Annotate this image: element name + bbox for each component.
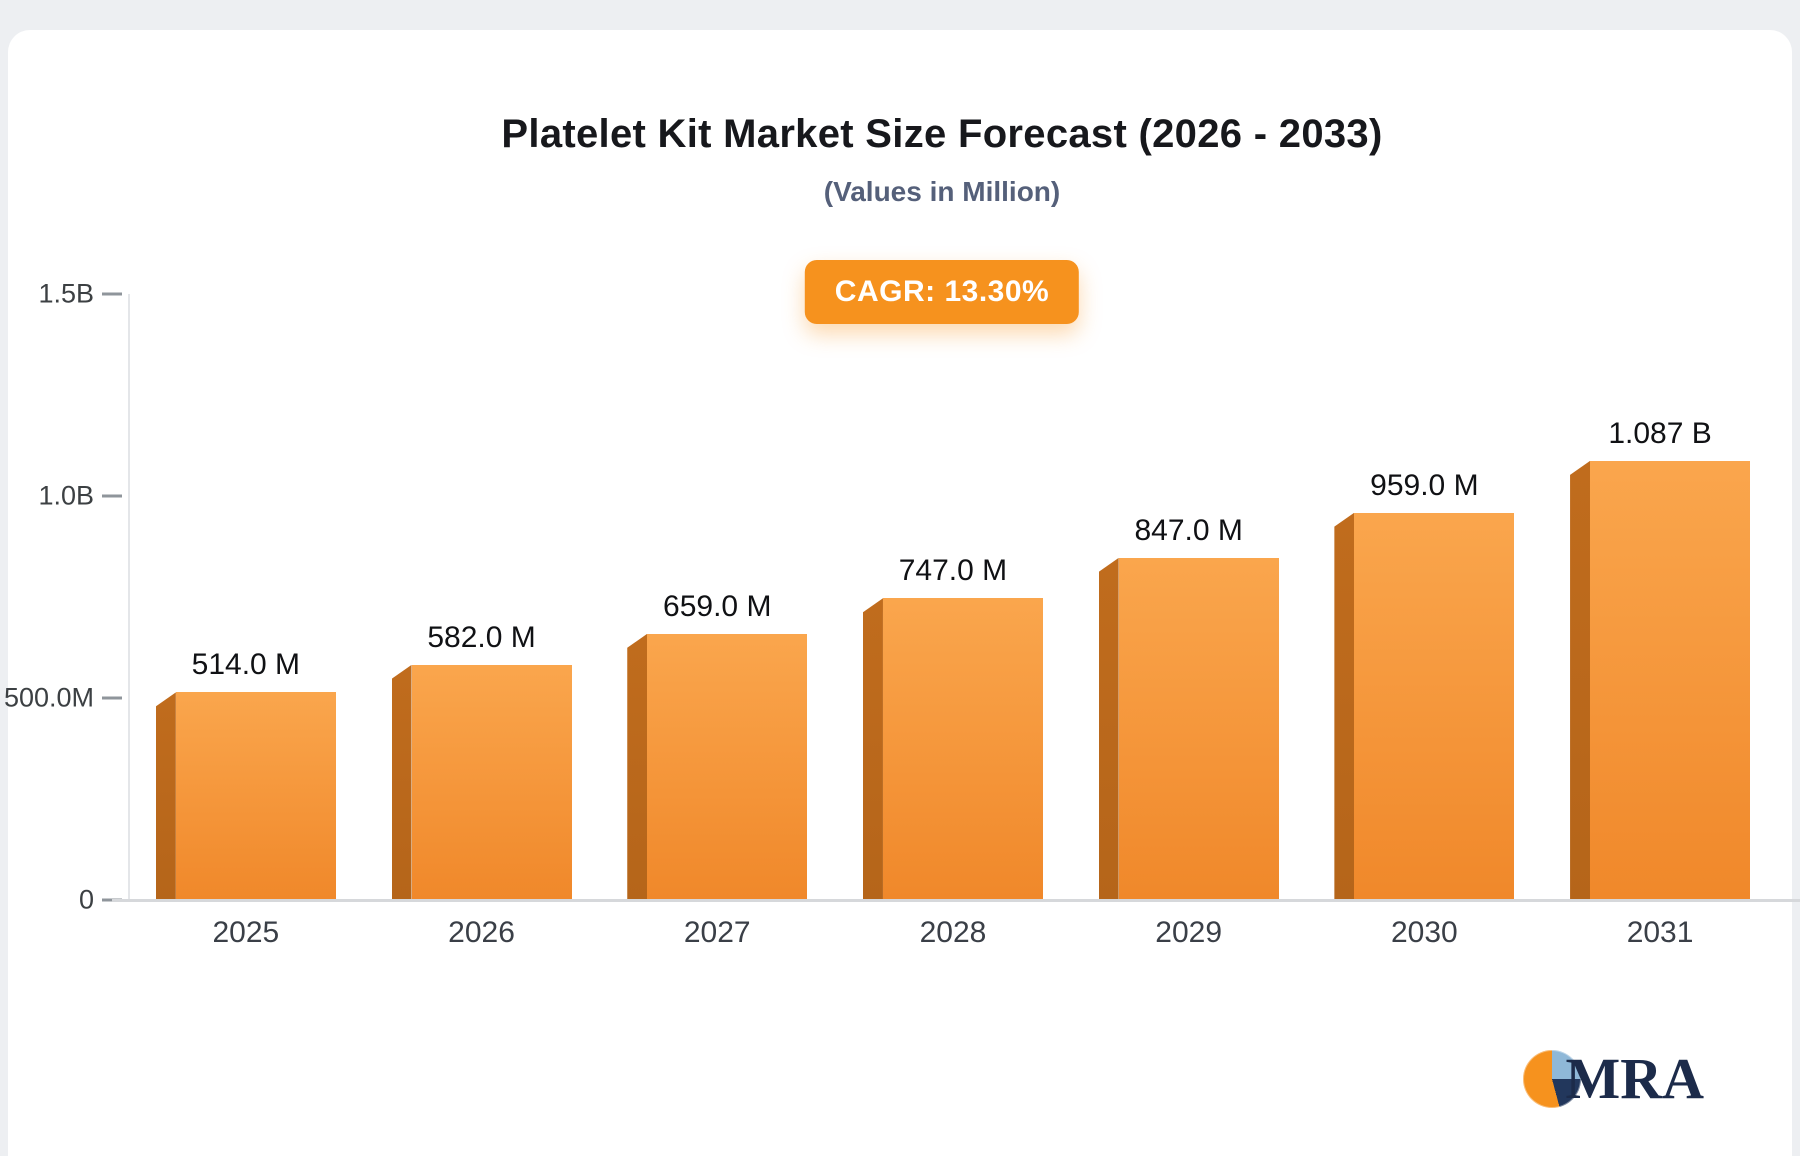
bar-side-3d [391, 664, 412, 900]
bar-face [1118, 557, 1279, 900]
bar [391, 664, 572, 900]
bar [1098, 557, 1279, 900]
y-axis-tick-mark [102, 494, 122, 498]
bar-face [882, 598, 1043, 900]
pie-logo-icon [1523, 1050, 1582, 1108]
bars-container: 514.0 M 582.0 M 659.0 M 747.0 M 847.0 M 959.0… [128, 294, 1778, 900]
bar-side-3d [155, 692, 176, 900]
brand-logo: MRA [1523, 1050, 1704, 1108]
bar-side-3d [862, 598, 883, 900]
bar-group: 747.0 M [862, 294, 1043, 900]
x-axis-category-label: 2029 [1155, 916, 1223, 949]
bar-group: 1.087 B [1570, 294, 1751, 900]
x-axis-labels: 2025 2026 2027 2028 2029 2030 2031 [128, 916, 1778, 950]
bar-face [647, 633, 808, 900]
cagr-badge: CAGR: 13.30% [804, 260, 1080, 324]
bar-face [1590, 460, 1751, 900]
y-axis-tick-label: 0 [78, 884, 94, 915]
bar-side-3d [1334, 512, 1355, 900]
bar-group: 582.0 M [391, 294, 572, 900]
bar-group: 847.0 M [1098, 294, 1279, 900]
bar-value-label: 659.0 M [663, 589, 772, 623]
bar-side-3d [1098, 557, 1119, 900]
chart-subtitle: (Values in Million) [823, 176, 1061, 207]
bar-group: 514.0 M [155, 294, 336, 900]
y-axis-tick-label: 500.0M [3, 682, 94, 713]
x-axis-category-label: 2030 [1390, 916, 1458, 949]
x-axis-line [112, 899, 1800, 902]
y-axis-tick-mark [102, 292, 122, 296]
bar-value-label: 847.0 M [1134, 513, 1243, 547]
bar-face [1354, 512, 1515, 900]
bar-value-label: 514.0 M [191, 648, 301, 682]
bar [627, 633, 808, 900]
logo-text: MRA [1565, 1046, 1704, 1111]
y-axis-tick-label: 1.5B [38, 278, 94, 309]
x-axis-category-label: 2025 [212, 916, 280, 949]
x-axis-category-label: 2026 [448, 916, 515, 949]
bar-group: 659.0 M [627, 294, 808, 900]
bar-face [411, 664, 572, 900]
bar-value-label: 1.087 B [1608, 416, 1712, 450]
x-axis-category-label: 2031 [1626, 916, 1694, 949]
bar-chart-plot-area: 1.5B 1.0B 500.0M 0 514.0 M 582.0 M 659.0 M 747… [4, 279, 1800, 915]
bar [155, 692, 336, 900]
y-axis-tick-mark [102, 696, 122, 700]
x-axis-category-label: 2027 [683, 916, 751, 949]
bar-face [175, 692, 336, 900]
bar [1334, 512, 1515, 900]
bar-side-3d [627, 633, 648, 900]
bar-value-label: 582.0 M [427, 620, 536, 654]
bar-value-label: 959.0 M [1370, 468, 1479, 502]
y-axis-tick-label: 1.0B [38, 480, 94, 511]
x-axis-category-label: 2028 [919, 916, 987, 949]
bar-group: 959.0 M [1334, 294, 1515, 900]
bar [862, 598, 1043, 900]
bar-value-label: 747.0 M [898, 554, 1008, 588]
bar-side-3d [1570, 460, 1591, 900]
chart-card: Platelet Kit Market Size Forecast (2026 … [4, 30, 1800, 1156]
bar [1570, 460, 1751, 900]
chart-title: Platelet Kit Market Size Forecast (2026 … [501, 112, 1383, 156]
y-axis-line [128, 294, 130, 900]
